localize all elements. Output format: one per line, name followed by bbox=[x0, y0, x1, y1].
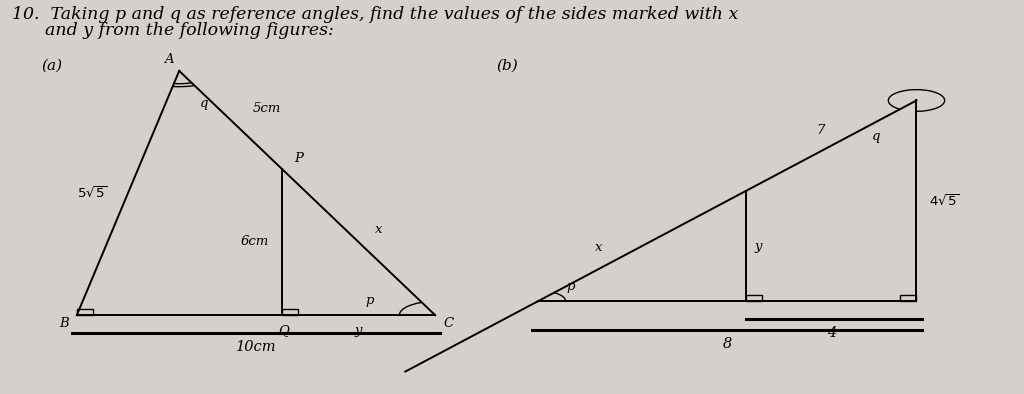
Text: y: y bbox=[354, 324, 362, 337]
Text: y: y bbox=[754, 240, 762, 253]
Text: p: p bbox=[366, 294, 374, 307]
Text: $4\sqrt{5}$: $4\sqrt{5}$ bbox=[929, 193, 959, 208]
Text: 6cm: 6cm bbox=[241, 236, 269, 248]
Text: P: P bbox=[294, 152, 303, 165]
Text: q: q bbox=[872, 130, 881, 143]
Text: Q: Q bbox=[279, 324, 289, 337]
Text: 10cm: 10cm bbox=[236, 340, 276, 354]
Text: 8: 8 bbox=[722, 337, 732, 351]
Text: $5\sqrt{5}$: $5\sqrt{5}$ bbox=[77, 186, 108, 201]
Text: 7: 7 bbox=[817, 124, 825, 137]
Text: A: A bbox=[165, 53, 174, 66]
Text: 5cm: 5cm bbox=[253, 102, 282, 115]
Text: 10.  Taking p and q as reference angles, find the values of the sides marked wit: 10. Taking p and q as reference angles, … bbox=[12, 6, 738, 23]
Bar bbox=[900, 295, 916, 301]
Bar bbox=[77, 309, 93, 315]
Text: x: x bbox=[375, 223, 382, 236]
Text: C: C bbox=[443, 317, 454, 330]
Text: q: q bbox=[200, 97, 208, 110]
Bar bbox=[745, 295, 762, 301]
Text: x: x bbox=[595, 241, 602, 254]
Bar bbox=[282, 309, 298, 315]
Text: (a): (a) bbox=[41, 59, 62, 73]
Text: and y from the following figures:: and y from the following figures: bbox=[12, 22, 334, 39]
Text: (b): (b) bbox=[497, 59, 518, 73]
Text: B: B bbox=[58, 317, 69, 330]
Text: p: p bbox=[566, 280, 574, 293]
Text: 4: 4 bbox=[826, 326, 836, 340]
